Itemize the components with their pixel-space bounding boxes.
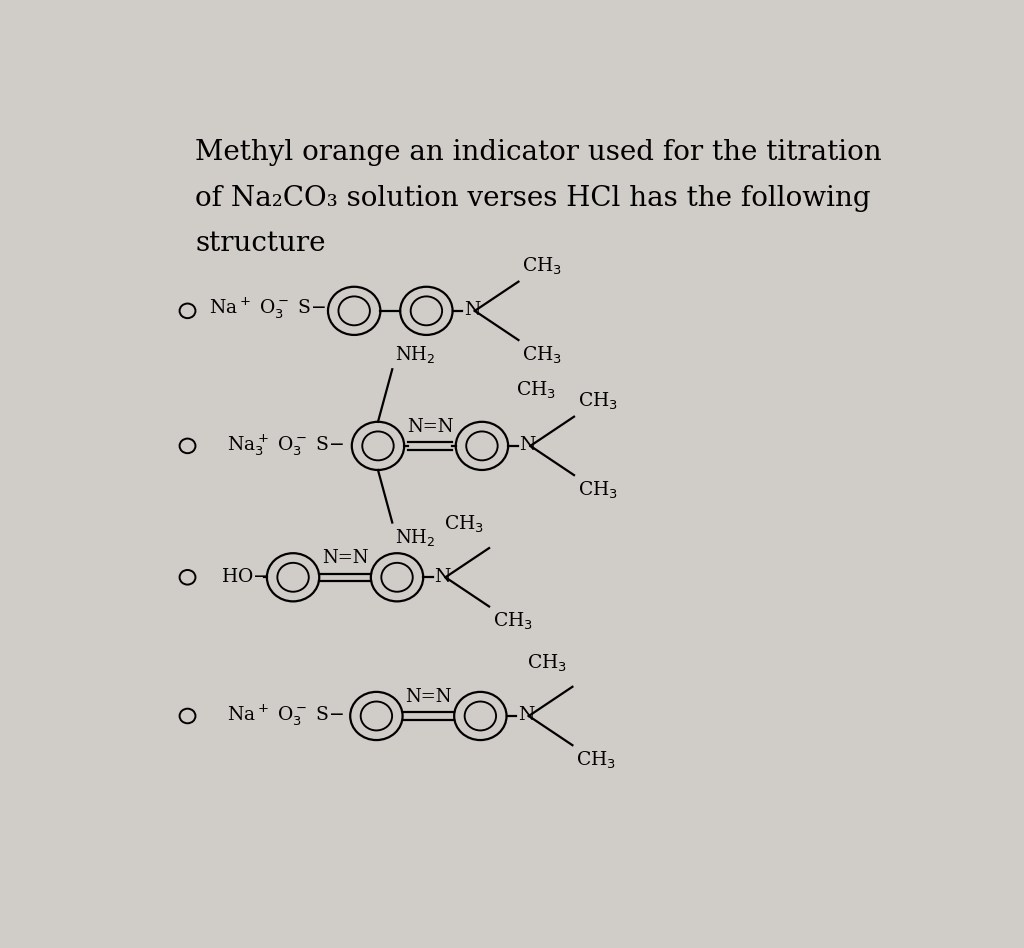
Text: Na$^+$ O$_3^-$ S$-$: Na$^+$ O$_3^-$ S$-$ xyxy=(209,296,326,321)
Text: CH$_3$: CH$_3$ xyxy=(577,750,616,771)
Text: CH$_3$: CH$_3$ xyxy=(522,256,562,277)
Text: N=N: N=N xyxy=(407,418,454,436)
Text: HO$-$: HO$-$ xyxy=(221,568,268,586)
Text: N: N xyxy=(518,706,535,724)
Text: CH$_3$: CH$_3$ xyxy=(443,514,484,535)
Text: NH$_2$: NH$_2$ xyxy=(395,527,436,548)
Text: Methyl orange an indicator used for the titration: Methyl orange an indicator used for the … xyxy=(196,139,882,166)
Text: N: N xyxy=(519,436,536,454)
Text: CH$_3$: CH$_3$ xyxy=(527,652,567,674)
Text: N=N: N=N xyxy=(406,687,452,705)
Text: N: N xyxy=(464,301,480,319)
Text: N=N: N=N xyxy=(322,549,369,567)
Text: Na$^+$ O$_3^-$ S$-$: Na$^+$ O$_3^-$ S$-$ xyxy=(227,702,344,728)
Text: N: N xyxy=(434,568,451,586)
Text: CH$_3$: CH$_3$ xyxy=(578,391,618,412)
Text: CH$_3$: CH$_3$ xyxy=(494,611,534,632)
Text: Na$_3^+$ O$_3^-$ S$-$: Na$_3^+$ O$_3^-$ S$-$ xyxy=(227,432,344,458)
Text: CH$_3$: CH$_3$ xyxy=(578,480,618,501)
Text: CH$_3$: CH$_3$ xyxy=(522,344,562,366)
Text: of Na₂CO₃ solution verses HCl has the following: of Na₂CO₃ solution verses HCl has the fo… xyxy=(196,185,871,211)
Text: NH$_2$: NH$_2$ xyxy=(395,344,436,365)
Text: CH$_3$: CH$_3$ xyxy=(516,379,556,401)
Text: structure: structure xyxy=(196,229,326,257)
